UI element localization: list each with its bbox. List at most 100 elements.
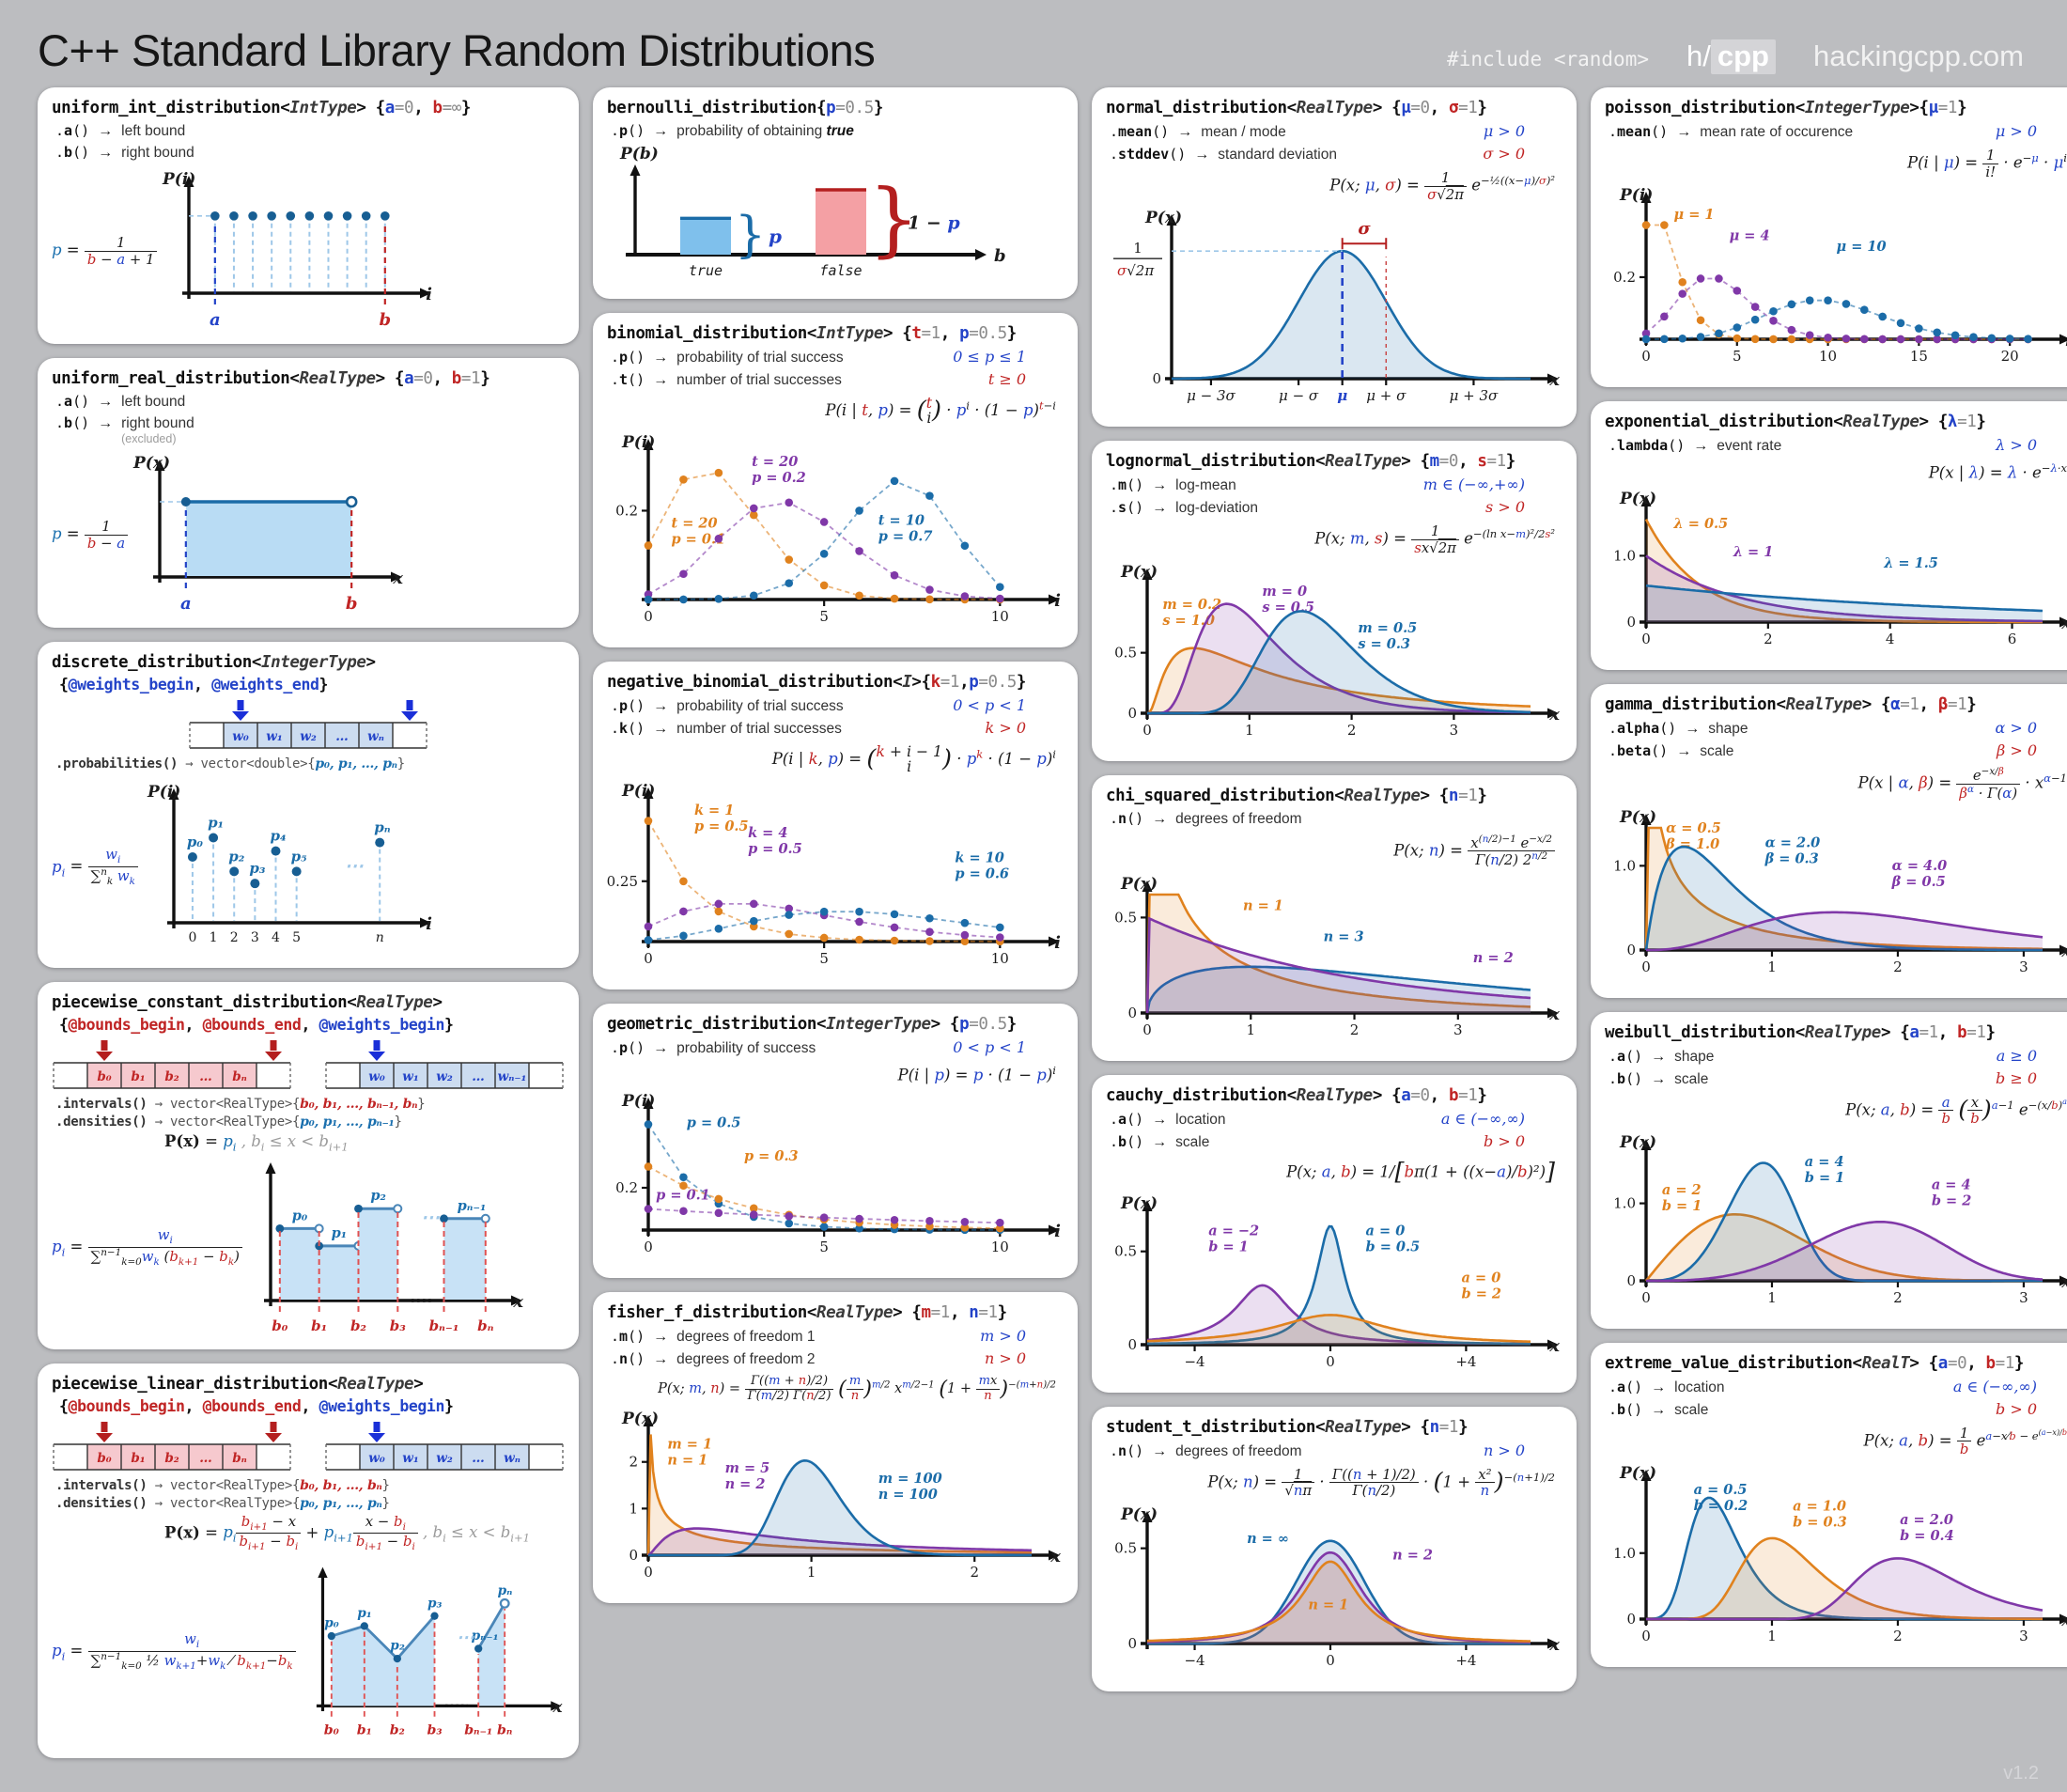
arrow-icon: → <box>1152 1442 1168 1459</box>
panel-lognormal: lognormal_distribution<RealType> {m=0, s… <box>1092 441 1577 761</box>
panel-body: P(x; n) = x(n/2)−1 e−x/2 Γ(n/2) 2n/2 P(x) x… <box>1106 832 1562 1053</box>
chart-chi_squared: P(x) x 0 1 2 3 0 0.5 n = 1 n = 3 n = 2 <box>1114 875 1560 1038</box>
svg-text:p₁: p₁ <box>208 815 224 832</box>
svg-text:1: 1 <box>210 930 218 945</box>
member-fn: .a() <box>1609 1047 1643 1065</box>
svg-text:0: 0 <box>1152 370 1161 387</box>
svg-text:0: 0 <box>1127 1336 1137 1353</box>
pdf-formula: P(x | λ) = λ · e−λ·x <box>1928 461 2067 482</box>
svg-text:⋯: ⋯ <box>457 1627 474 1647</box>
member-fn: .n() <box>611 1349 645 1367</box>
panel-bernoulli: bernoulli_distribution{p=0.5} .p() → probab… <box>593 87 1078 299</box>
member-fn: .n() <box>1110 1441 1144 1459</box>
arrow-icon: → <box>1685 721 1701 738</box>
svg-text:0: 0 <box>1626 1272 1636 1289</box>
svg-text:x: x <box>1548 1635 1560 1655</box>
member-row-p: .p() → probability of trial success 0 ≤ p ≤… <box>611 348 1064 366</box>
panel-body: P(i | t, p) = (t i) · pi · (1 − p)t−i P(i)… <box>607 393 1064 640</box>
panel-uniform_int: uniform_int_distribution<IntType> {a=0, … <box>38 87 579 344</box>
svg-text:b₂: b₂ <box>164 1451 179 1466</box>
arrow-icon: → <box>1651 1401 1667 1418</box>
svg-text:w₂: w₂ <box>436 1069 453 1084</box>
pdf-formula: P(i | t, p) = (t i) · pi · (1 − p)t−i <box>825 394 1056 428</box>
svg-text:0.5: 0.5 <box>1114 1242 1137 1259</box>
pdf-formula: P(x; n) = 1 √nπ · Γ((n + 1)/2) Γ(n/2) · (1… <box>1207 1465 1555 1500</box>
member-row-m: .m() → log-mean m ∈ (−∞,+∞) <box>1110 475 1562 494</box>
chart-exponential: P(x) x 0 2 4 6 0 1.0 λ = 0.5λ = 1 λ = 1.5 <box>1613 490 2067 647</box>
member-fn: .b() <box>1609 1400 1643 1418</box>
svg-text:P(i): P(i) <box>162 170 195 189</box>
svg-text:x: x <box>1049 1547 1061 1566</box>
svg-text:a = 0.5: a = 0.5 <box>1694 1482 1748 1498</box>
svg-text:p = 0.2: p = 0.2 <box>752 470 806 486</box>
svg-text:P(x): P(x) <box>1619 1464 1656 1483</box>
svg-text:P(i): P(i) <box>147 783 180 802</box>
svg-text:s = 0.3: s = 0.3 <box>1358 635 1410 651</box>
svg-text:μ: μ <box>1337 387 1347 404</box>
svg-text:P(x): P(x) <box>1619 808 1656 827</box>
svg-text:t = 20: t = 20 <box>752 454 798 470</box>
member-fn: .mean() <box>1609 123 1669 140</box>
svg-text:x: x <box>1548 1005 1560 1024</box>
svg-text:P(x): P(x) <box>1619 490 1656 508</box>
svg-text:b₂: b₂ <box>389 1722 404 1737</box>
param-constraint: n > 0 <box>984 1348 1026 1367</box>
svg-text:2: 2 <box>970 1564 979 1581</box>
pdf-formula: P(i | p) = p · (1 − p)i <box>897 1063 1056 1084</box>
chart-gamma: P(x)x012301.0α = 0.5β = 1.0α = 2.0β = 0.… <box>1613 808 2067 975</box>
member-row-n: .n() → degrees of freedom n > 0 <box>1110 1441 1562 1460</box>
distribution-title: binomial_distribution<IntType> {t=1, p=0… <box>607 324 1017 343</box>
member-row-alpha: .alpha() → shape α > 0 <box>1609 719 2067 738</box>
svg-text:i: i <box>1054 1222 1061 1241</box>
member-row-p: .p() → probability of trial success 0 < p <… <box>611 696 1064 715</box>
density-definition: P(x) = pi , bi ≤ x < bi+1 <box>164 1132 349 1154</box>
svg-text:3: 3 <box>1453 1021 1463 1038</box>
member-fn: .alpha() <box>1609 720 1677 738</box>
svg-text:0: 0 <box>1142 722 1152 739</box>
arrow-icon: → <box>653 1328 669 1345</box>
member-desc: probability of trial success <box>676 350 844 366</box>
svg-text:m = 0: m = 0 <box>1262 584 1307 600</box>
svg-text:}: } <box>868 173 920 267</box>
param-constraint: m > 0 <box>980 1326 1026 1345</box>
distribution-title: poisson_distribution<IntegerType>{μ=1} <box>1605 99 1967 117</box>
svg-text:0: 0 <box>1641 348 1651 365</box>
member-row-lambda: .lambda() → event rate λ > 0 <box>1609 436 2067 455</box>
svg-text:a = 4: a = 4 <box>1932 1176 1971 1192</box>
svg-text:wₙ: wₙ <box>504 1451 521 1466</box>
svg-text:p₂: p₂ <box>390 1639 405 1654</box>
density-definition: P(x) = pi bi+1 − x bi+1 − bi + pi+1 x − bi b… <box>164 1512 531 1553</box>
svg-text:false: false <box>819 262 862 279</box>
svg-text:3: 3 <box>251 930 259 945</box>
svg-text:μ − σ: μ − σ <box>1279 387 1319 404</box>
svg-text:x: x <box>2060 942 2067 961</box>
svg-text:1: 1 <box>1767 1628 1777 1644</box>
member-row-n: .n() → degrees of freedom <box>1110 810 1562 828</box>
distribution-title: geometric_distribution<IntegerType> {p=0… <box>607 1014 1017 1034</box>
member-desc: scale <box>1674 1401 1709 1418</box>
panel-extreme_value: extreme_value_distribution<RealT> {a=0, … <box>1591 1342 2067 1667</box>
svg-text:1: 1 <box>629 1501 638 1518</box>
svg-text:bₙ: bₙ <box>232 1451 247 1466</box>
member-fn: .b() <box>1110 1132 1144 1150</box>
svg-text:x: x <box>2060 614 2067 633</box>
distribution-title: gamma_distribution<RealType> {α=1, β=1} <box>1605 695 1977 715</box>
svg-text:2: 2 <box>1347 722 1357 739</box>
svg-text:bₙ₋₁: bₙ₋₁ <box>464 1722 492 1737</box>
svg-text:1 − p: 1 − p <box>908 213 960 234</box>
panel-poisson: poisson_distribution<IntegerType>{μ=1} .m… <box>1591 87 2067 388</box>
panel-piecewise_constant: piecewise_constant_distribution<RealType… <box>38 982 579 1349</box>
svg-text:⋯: ⋯ <box>421 1206 441 1228</box>
panel-exponential: exponential_distribution<RealType> {λ=1}… <box>1591 401 2067 671</box>
site-link[interactable]: hackingcpp.com <box>1812 39 2024 72</box>
svg-text:true: true <box>689 262 723 279</box>
svg-text:λ = 1: λ = 1 <box>1733 544 1774 560</box>
svg-text:pₙ₋₁: pₙ₋₁ <box>458 1198 487 1214</box>
distribution-title: exponential_distribution<RealType> {λ=1} <box>1605 413 1986 432</box>
member-desc: log-deviation <box>1175 500 1259 517</box>
svg-text:p₅: p₅ <box>291 848 307 865</box>
svg-text:0: 0 <box>1326 1353 1335 1370</box>
svg-text:β = 0.3: β = 0.3 <box>1764 850 1819 866</box>
svg-text:1: 1 <box>1245 722 1254 739</box>
svg-text:p = 0.5: p = 0.5 <box>694 818 749 834</box>
